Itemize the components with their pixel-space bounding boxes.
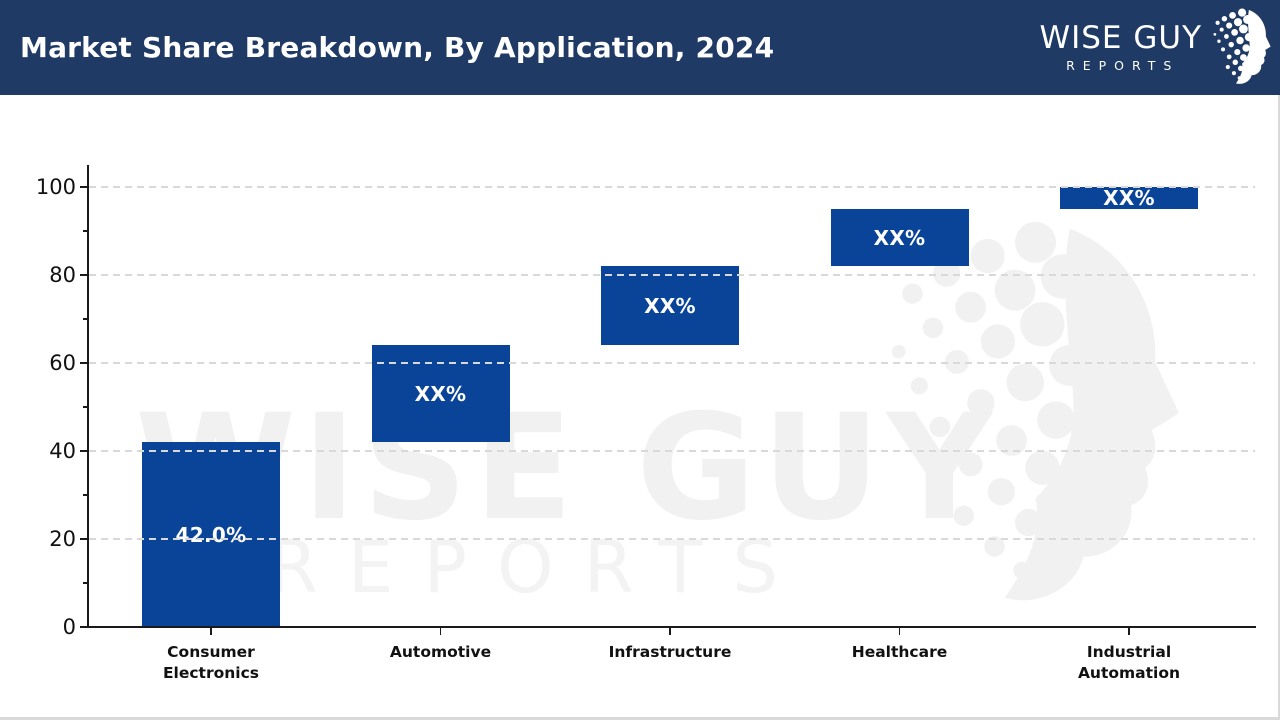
- x-category-label: Consumer Electronics: [162, 643, 260, 682]
- bar: 42.0%: [142, 442, 280, 627]
- y-axis-line: [87, 165, 89, 628]
- bar-value-label: XX%: [414, 381, 467, 406]
- y-tick-label: 100: [35, 175, 76, 199]
- x-category-label: Automotive: [389, 643, 492, 661]
- y-minor-tick: [83, 406, 87, 408]
- x-tick: [439, 628, 442, 635]
- x-tick: [1128, 628, 1130, 635]
- y-minor-tick: [83, 318, 87, 320]
- bottom-border-line: [0, 717, 1280, 720]
- right-border-line: [1278, 95, 1280, 720]
- y-tick: [80, 450, 87, 452]
- y-tick: [80, 362, 87, 364]
- watermark-head-icon: [892, 221, 1179, 601]
- chart-area: WISE GUY REPORTS 42.0% Consumer Electronic…: [0, 95, 1280, 720]
- x-category-label: Infrastructure: [608, 643, 732, 661]
- y-tick: [80, 626, 87, 628]
- bar: XX%: [1060, 186, 1198, 210]
- bar-value-label: 42.0%: [175, 522, 247, 547]
- y-minor-tick: [83, 494, 87, 496]
- bar-value-label: XX%: [873, 225, 926, 250]
- y-tick-label: 40: [49, 439, 76, 463]
- bar-value-label: XX%: [1103, 186, 1155, 210]
- page-title: Market Share Breakdown, By Application, …: [20, 31, 775, 64]
- gridline: [89, 538, 1255, 540]
- header-bar: Market Share Breakdown, By Application, …: [0, 0, 1280, 95]
- brand-subtitle: REPORTS: [1066, 57, 1180, 73]
- y-minor-tick: [83, 582, 87, 584]
- gridline: [89, 450, 1255, 452]
- y-tick: [80, 274, 87, 276]
- x-tick: [898, 628, 901, 635]
- brand-logo-text: WISE GUY REPORTS: [1039, 19, 1202, 73]
- brand-name: WISE GUY: [1039, 19, 1202, 56]
- x-category-label: Healthcare: [851, 643, 948, 661]
- x-tick: [210, 628, 212, 635]
- bar-value-label: XX%: [644, 293, 696, 318]
- gridline: [89, 362, 1255, 364]
- bar: XX%: [830, 209, 969, 267]
- bar: XX%: [371, 345, 510, 443]
- gridline: [89, 274, 1255, 276]
- x-axis-line: [86, 625, 1256, 629]
- y-tick-label: 0: [62, 615, 76, 639]
- y-minor-tick: [83, 230, 87, 232]
- brand-head-icon: [1213, 8, 1271, 84]
- bar: XX%: [601, 266, 739, 346]
- y-tick-label: 20: [49, 527, 76, 551]
- x-tick: [669, 628, 671, 635]
- brand-logo: WISE GUY REPORTS: [1039, 7, 1272, 89]
- y-tick-label: 80: [49, 263, 76, 287]
- y-tick-label: 60: [49, 351, 76, 375]
- x-category-label: Industrial Automation: [1077, 643, 1181, 682]
- y-tick: [80, 538, 87, 540]
- gridline: [89, 186, 1255, 188]
- y-tick: [80, 186, 87, 188]
